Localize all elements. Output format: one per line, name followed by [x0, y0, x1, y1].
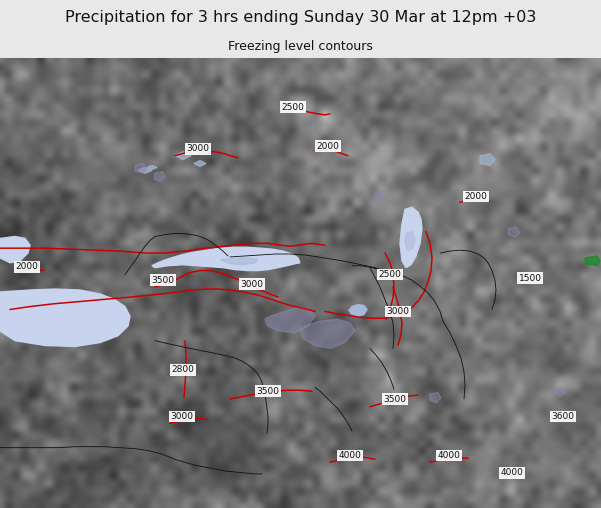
Polygon shape: [349, 305, 367, 316]
Polygon shape: [0, 289, 130, 346]
Text: 3000: 3000: [171, 412, 194, 421]
Text: 3000: 3000: [386, 307, 409, 316]
Polygon shape: [147, 166, 157, 169]
Polygon shape: [265, 306, 315, 333]
Polygon shape: [508, 227, 520, 237]
Text: 2000: 2000: [16, 262, 38, 271]
Text: 2000: 2000: [465, 192, 487, 201]
Polygon shape: [430, 392, 441, 403]
Polygon shape: [154, 171, 165, 181]
Polygon shape: [194, 161, 206, 167]
Text: 2800: 2800: [171, 365, 195, 374]
Polygon shape: [480, 154, 495, 166]
Text: 4000: 4000: [438, 451, 460, 460]
Text: 4000: 4000: [338, 451, 361, 460]
Polygon shape: [190, 149, 200, 153]
Polygon shape: [400, 207, 422, 268]
Text: 3000: 3000: [240, 280, 263, 289]
Polygon shape: [175, 152, 191, 160]
Text: 2500: 2500: [281, 103, 305, 112]
Polygon shape: [152, 247, 300, 271]
Text: 2000: 2000: [317, 142, 340, 150]
Polygon shape: [0, 237, 30, 263]
Text: Precipitation for 3 hrs ending Sunday 30 Mar at 12pm +03: Precipitation for 3 hrs ending Sunday 30…: [65, 10, 536, 25]
Text: 2500: 2500: [379, 270, 401, 279]
Polygon shape: [554, 387, 566, 397]
Polygon shape: [135, 164, 147, 173]
Polygon shape: [405, 232, 415, 251]
Text: Freezing level contours: Freezing level contours: [228, 40, 373, 53]
Polygon shape: [585, 256, 600, 266]
Text: 1500: 1500: [519, 274, 542, 283]
Polygon shape: [138, 168, 152, 173]
Text: 3600: 3600: [552, 412, 575, 421]
Text: 3500: 3500: [257, 387, 279, 396]
Text: 3000: 3000: [186, 144, 210, 153]
Text: 3500: 3500: [151, 276, 174, 285]
Text: 3500: 3500: [383, 395, 406, 403]
Text: 4000: 4000: [501, 468, 523, 478]
Polygon shape: [220, 258, 258, 265]
Polygon shape: [374, 191, 385, 201]
Polygon shape: [300, 319, 355, 348]
